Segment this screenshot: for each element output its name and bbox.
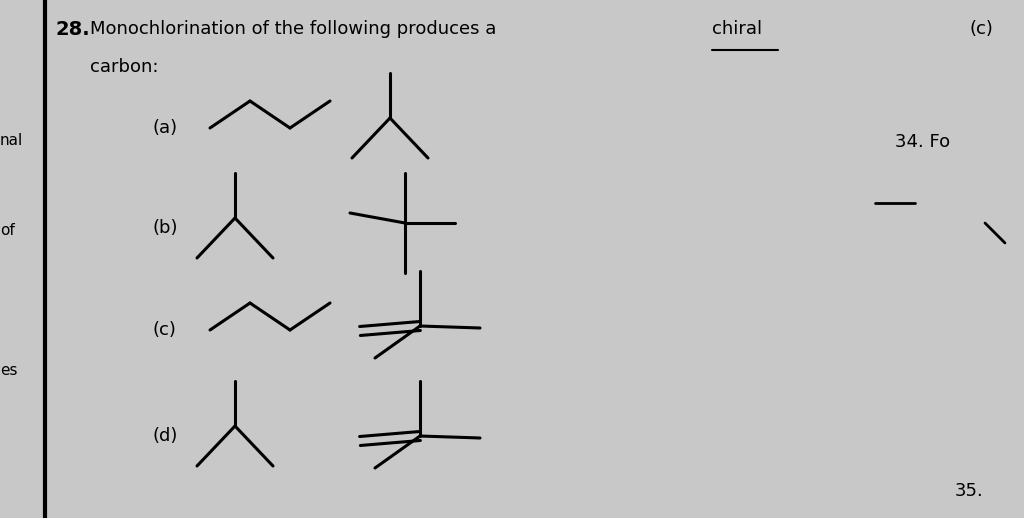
Text: (c): (c)	[970, 20, 994, 38]
Text: (b): (b)	[152, 219, 177, 237]
Text: Monochlorination of the following produces a: Monochlorination of the following produc…	[90, 20, 497, 38]
Text: (a): (a)	[152, 119, 177, 137]
Text: of: of	[0, 223, 14, 238]
Text: es: es	[0, 363, 17, 378]
Text: (c): (c)	[152, 321, 176, 339]
Text: carbon:: carbon:	[90, 58, 159, 76]
Text: 35.: 35.	[955, 482, 984, 500]
Text: chiral: chiral	[712, 20, 762, 38]
Text: 28.: 28.	[55, 20, 90, 39]
Text: nal: nal	[0, 133, 24, 148]
Text: (d): (d)	[152, 427, 177, 445]
Text: 34. Fo: 34. Fo	[895, 133, 950, 151]
